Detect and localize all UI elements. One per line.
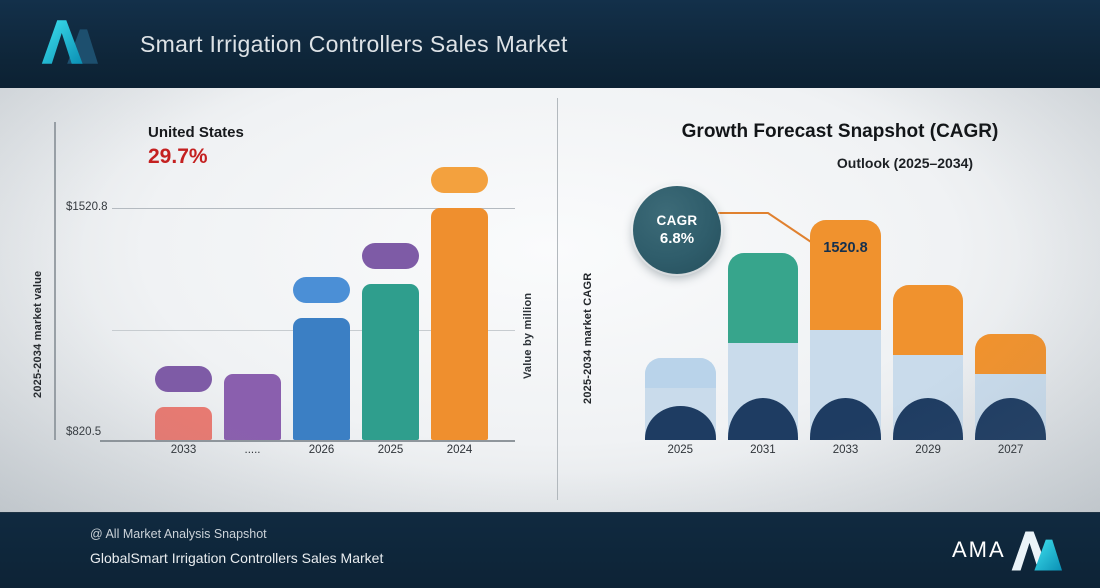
- us-chart-plot: [149, 160, 494, 440]
- x-axis-label: 2026: [308, 444, 335, 456]
- forecast-subtitle: Outlook (2025–2034): [836, 155, 974, 171]
- y-tick-bottom: $820.5: [66, 426, 102, 438]
- forecast-chart-plot: 1520.8: [639, 180, 1052, 440]
- bar-top-segment: [645, 358, 716, 388]
- bar-cap: [362, 243, 419, 269]
- bar-column: 1520.8: [804, 180, 887, 440]
- bar-top-segment: 1520.8: [810, 220, 881, 330]
- stacked-bar: [645, 358, 716, 440]
- stacked-bar: [892, 285, 964, 440]
- bar-column: [639, 180, 722, 440]
- footer-brand-text: AMA: [952, 537, 1006, 562]
- ama-logo-icon: [40, 16, 98, 68]
- bar-dome-segment: [975, 398, 1046, 440]
- bar-column: [722, 180, 805, 440]
- us-growth-percent: 29.7%: [148, 145, 208, 168]
- page-title: Smart Irrigation Controllers Sales Marke…: [140, 31, 568, 57]
- bar-top-segment: [975, 334, 1046, 374]
- footer-report-name: GlobalSmart Irrigation Controllers Sales…: [90, 550, 384, 566]
- bar-column: [218, 160, 287, 440]
- right-y-axis-label: 2025-2034 market CAGR: [582, 272, 594, 404]
- bar-top-segment: [892, 285, 964, 355]
- x-axis-label: 2031: [750, 444, 776, 456]
- bar-top-segment: [727, 253, 799, 343]
- x-axis-label: 2025: [377, 444, 404, 456]
- x-axis-label: 2027: [997, 444, 1024, 456]
- cagr-value: 6.8%: [659, 230, 695, 247]
- y-axis-line: [54, 122, 56, 440]
- bar-dome-segment: [645, 406, 716, 440]
- footer-tagline: @ All Market Analysis Snapshot: [90, 527, 267, 541]
- bar-column: [149, 160, 218, 440]
- bar-column: [969, 180, 1052, 440]
- x-axis-label: 2024: [446, 444, 473, 456]
- y-tick-top: $1520.8: [66, 201, 108, 213]
- stacked-bar: [727, 253, 799, 440]
- value-by-million-label: Value by million: [522, 292, 534, 380]
- content-area: 2025-2034 market value United States 29.…: [0, 88, 1100, 512]
- forecast-chart-x-labels: 2025 2031 2033 2029 2027: [639, 444, 1052, 456]
- bar-column: [287, 160, 356, 440]
- x-axis-label: 2033: [170, 444, 197, 456]
- left-y-axis-label: 2025-2034 market value: [32, 270, 44, 398]
- x-axis-line: [100, 440, 515, 442]
- ama-logo-footer-icon: [1010, 528, 1062, 574]
- bar-dome-segment: [892, 398, 964, 440]
- bar: [293, 318, 350, 440]
- bar-dome-segment: [727, 398, 799, 440]
- cagr-label: CAGR: [656, 213, 698, 228]
- bar: [224, 374, 281, 440]
- header: Smart Irrigation Controllers Sales Marke…: [0, 0, 1100, 88]
- bar: [431, 208, 488, 440]
- footer: @ All Market Analysis Snapshot GlobalSma…: [0, 512, 1100, 588]
- stacked-bar: 1520.8: [810, 220, 881, 440]
- panel-divider: [557, 98, 558, 500]
- us-chart-x-labels: 2033..... 2026 2025 2024: [149, 444, 494, 456]
- us-chart-title: United States: [148, 124, 244, 141]
- stacked-bar: [975, 334, 1046, 440]
- bar-column: [425, 160, 494, 440]
- bar-dome-segment: [810, 398, 881, 440]
- x-axis-label: 2029: [915, 444, 941, 456]
- bar-cap: [155, 366, 212, 392]
- bar-cap: [293, 277, 350, 303]
- gridline: [112, 208, 515, 209]
- bar: [155, 407, 212, 440]
- x-axis-label: 2025: [667, 444, 694, 456]
- cagr-badge: CAGR 6.8%: [633, 186, 721, 274]
- bar-value-label: 1520.8: [823, 240, 868, 256]
- x-axis-label: .....: [244, 444, 261, 456]
- x-axis-label: 2033: [832, 444, 859, 456]
- bar: [362, 284, 419, 440]
- cagr-connector-line: [718, 212, 821, 249]
- forecast-title: Growth Forecast Snapshot (CAGR): [681, 121, 999, 142]
- bar-column: [356, 160, 425, 440]
- bar-column: [887, 180, 970, 440]
- bar-cap: [431, 167, 488, 193]
